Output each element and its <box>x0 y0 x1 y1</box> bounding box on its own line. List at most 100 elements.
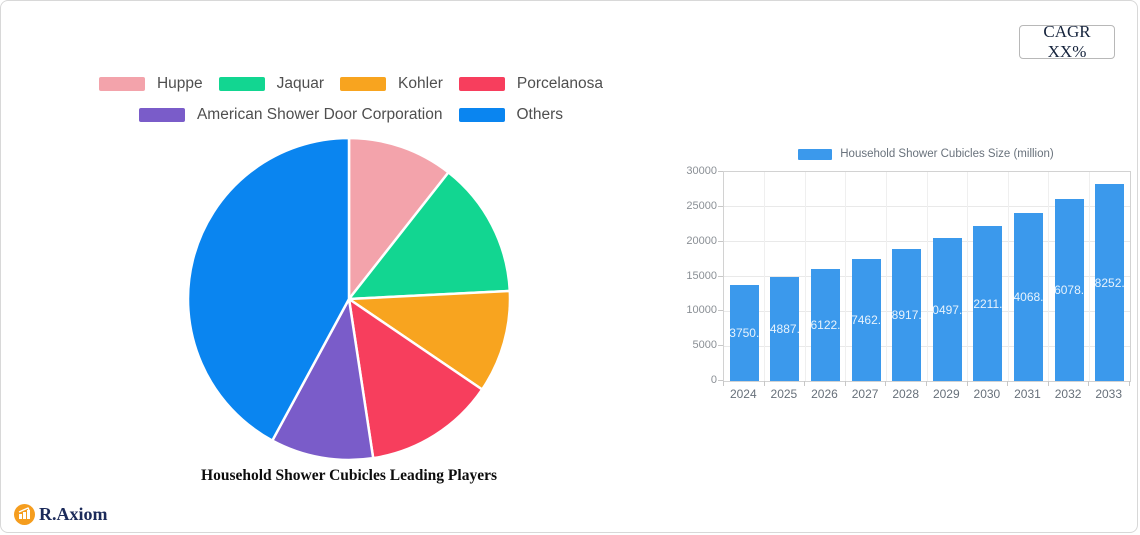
bar-value-label: 2211. <box>973 296 1003 311</box>
bar-2025[interactable]: 4887. <box>770 277 800 381</box>
bar-2027[interactable]: 7462. <box>851 259 881 381</box>
x-axis-tick <box>926 381 927 386</box>
bar-2030[interactable]: 2211. <box>973 226 1003 381</box>
bar-value-label: 6078. <box>1054 283 1084 298</box>
pie-slice-others[interactable] <box>186 136 351 442</box>
bar-value-label: 4887. <box>770 322 800 337</box>
pie-legend-swatch <box>218 77 265 91</box>
bar-2032[interactable]: 6078. <box>1054 199 1084 381</box>
y-axis-tick-label: 30000 <box>686 165 717 177</box>
gridline-vertical <box>1088 172 1090 381</box>
bar-2033[interactable]: 8252. <box>1095 184 1125 381</box>
pie-legend-label: Kohler <box>398 75 443 92</box>
pie-legend-item[interactable]: Jaquar <box>218 75 325 93</box>
x-axis-tick-label: 2024 <box>729 387 757 401</box>
y-axis-tick <box>718 310 723 312</box>
x-axis-tick <box>1088 381 1090 386</box>
x-axis-tick-label: 2029 <box>932 387 960 401</box>
x-axis-tick-label: 2031 <box>1014 387 1041 401</box>
pie-legend-label: American Shower Door Corporation <box>196 106 443 123</box>
pie-slice-porcelanosa[interactable] <box>347 297 484 460</box>
pie-slice-kohler[interactable] <box>347 289 512 391</box>
x-axis-tick <box>1047 381 1049 386</box>
pie-legend-label: Others <box>516 106 564 123</box>
pie-legend-item[interactable]: American Shower Door Corporation <box>138 106 443 124</box>
y-axis-tick <box>718 380 723 381</box>
pie-legend-swatch <box>340 77 387 91</box>
bar-2024[interactable]: 3750. <box>729 285 759 381</box>
pie-legend-swatch <box>458 108 505 122</box>
y-axis-tick-label: 15000 <box>686 269 717 282</box>
x-axis-tick <box>966 381 968 386</box>
pie-legend-item[interactable]: Others <box>458 106 564 124</box>
bar-2028[interactable]: 8917. <box>892 249 922 381</box>
bar-value-label: 8917. <box>892 308 922 323</box>
x-axis-tick <box>723 381 724 386</box>
bar-2026[interactable]: 6122. <box>811 268 840 381</box>
pie-chart[interactable] <box>184 134 514 464</box>
bar-plot-area: 3750. 4887. 6122. 7462. 8917. 0497. 2211. 4068.… <box>723 171 1131 382</box>
pie-legend-item[interactable]: Kohler <box>340 75 443 93</box>
bar-value-label: 4068. <box>1014 290 1043 305</box>
pie-legend-swatch <box>458 77 505 91</box>
bar-legend-swatch <box>798 148 833 160</box>
pie-legend-item[interactable]: Huppe <box>98 75 203 93</box>
pie-legend-swatch <box>98 77 145 91</box>
x-axis-tick-label: 2030 <box>973 387 1001 401</box>
brand-logo-text: R.Axiom <box>39 504 108 524</box>
y-axis-tick-label: 5000 <box>692 339 717 352</box>
y-axis-tick-label: 20000 <box>686 234 717 247</box>
x-axis-tick <box>1129 381 1130 386</box>
x-axis-tick <box>804 381 806 386</box>
pie-slice-jaquar[interactable] <box>347 171 512 301</box>
gridline-vertical <box>967 172 969 381</box>
brand-logo: R.Axiom <box>14 504 108 525</box>
cagr-button[interactable]: CAGR XX% <box>1019 22 1115 61</box>
y-axis-tick <box>718 240 723 242</box>
x-axis-tick-label: 2032 <box>1054 387 1082 401</box>
pie-chart-title: Household Shower Cubicles Leading Player… <box>201 467 497 484</box>
y-axis-tick-label: 10000 <box>686 304 717 317</box>
pie-legend: Huppe Jaquar Kohler Porcelanosa American Sho… <box>41 75 661 124</box>
pie-legend-label: Jaquar <box>276 75 325 92</box>
x-axis-tick <box>1007 381 1009 386</box>
gridline-vertical <box>804 172 806 381</box>
x-axis-tick-label: 2028 <box>892 387 920 401</box>
pie-legend-label: Huppe <box>156 75 203 92</box>
bar-value-label: 7462. <box>851 313 881 328</box>
y-axis-tick-label: 0 <box>710 374 717 386</box>
pie-slice-american-shower-door-corporation[interactable] <box>271 297 375 462</box>
gridline-vertical <box>885 172 887 381</box>
gridline-vertical <box>1048 172 1050 381</box>
bar-value-label: 8252. <box>1095 275 1125 290</box>
bar-legend-label: Household Shower Cubicles Size (million) <box>840 148 1054 160</box>
bar-2029[interactable]: 0497. <box>932 238 962 381</box>
gridline-vertical <box>845 172 847 381</box>
pie-legend-row: Huppe Jaquar Kohler Porcelanosa <box>98 75 604 93</box>
y-axis-tick-label: 25000 <box>686 199 717 212</box>
bar-value-label: 0497. <box>932 302 962 317</box>
x-axis-tick <box>844 381 846 386</box>
x-axis-tick <box>885 381 887 386</box>
bar-2031[interactable]: 4068. <box>1014 213 1043 381</box>
y-axis-tick <box>718 345 723 347</box>
y-axis-tick <box>718 275 723 277</box>
x-axis-tick-label: 2026 <box>811 387 838 401</box>
gridline-vertical <box>1007 172 1009 381</box>
bar-value-label: 6122. <box>811 317 840 332</box>
y-axis-tick <box>718 205 723 207</box>
pie-legend-item[interactable]: Porcelanosa <box>458 75 604 93</box>
x-axis-tick-label: 2025 <box>770 387 798 401</box>
bar-chart-legend[interactable]: Household Shower Cubicles Size (million) <box>723 148 1129 160</box>
x-axis-tick-label: 2033 <box>1095 387 1123 401</box>
pie-legend-row: American Shower Door Corporation Others <box>138 106 564 124</box>
pie-slice-huppe[interactable] <box>347 136 450 301</box>
pie-legend-label: Porcelanosa <box>516 75 604 92</box>
gridline-vertical <box>764 172 766 381</box>
gridline-vertical <box>926 172 928 381</box>
y-axis-tick <box>718 171 723 172</box>
x-axis-tick <box>763 381 765 386</box>
x-axis-tick-label: 2027 <box>851 387 879 401</box>
bar-value-label: 3750. <box>729 326 759 341</box>
